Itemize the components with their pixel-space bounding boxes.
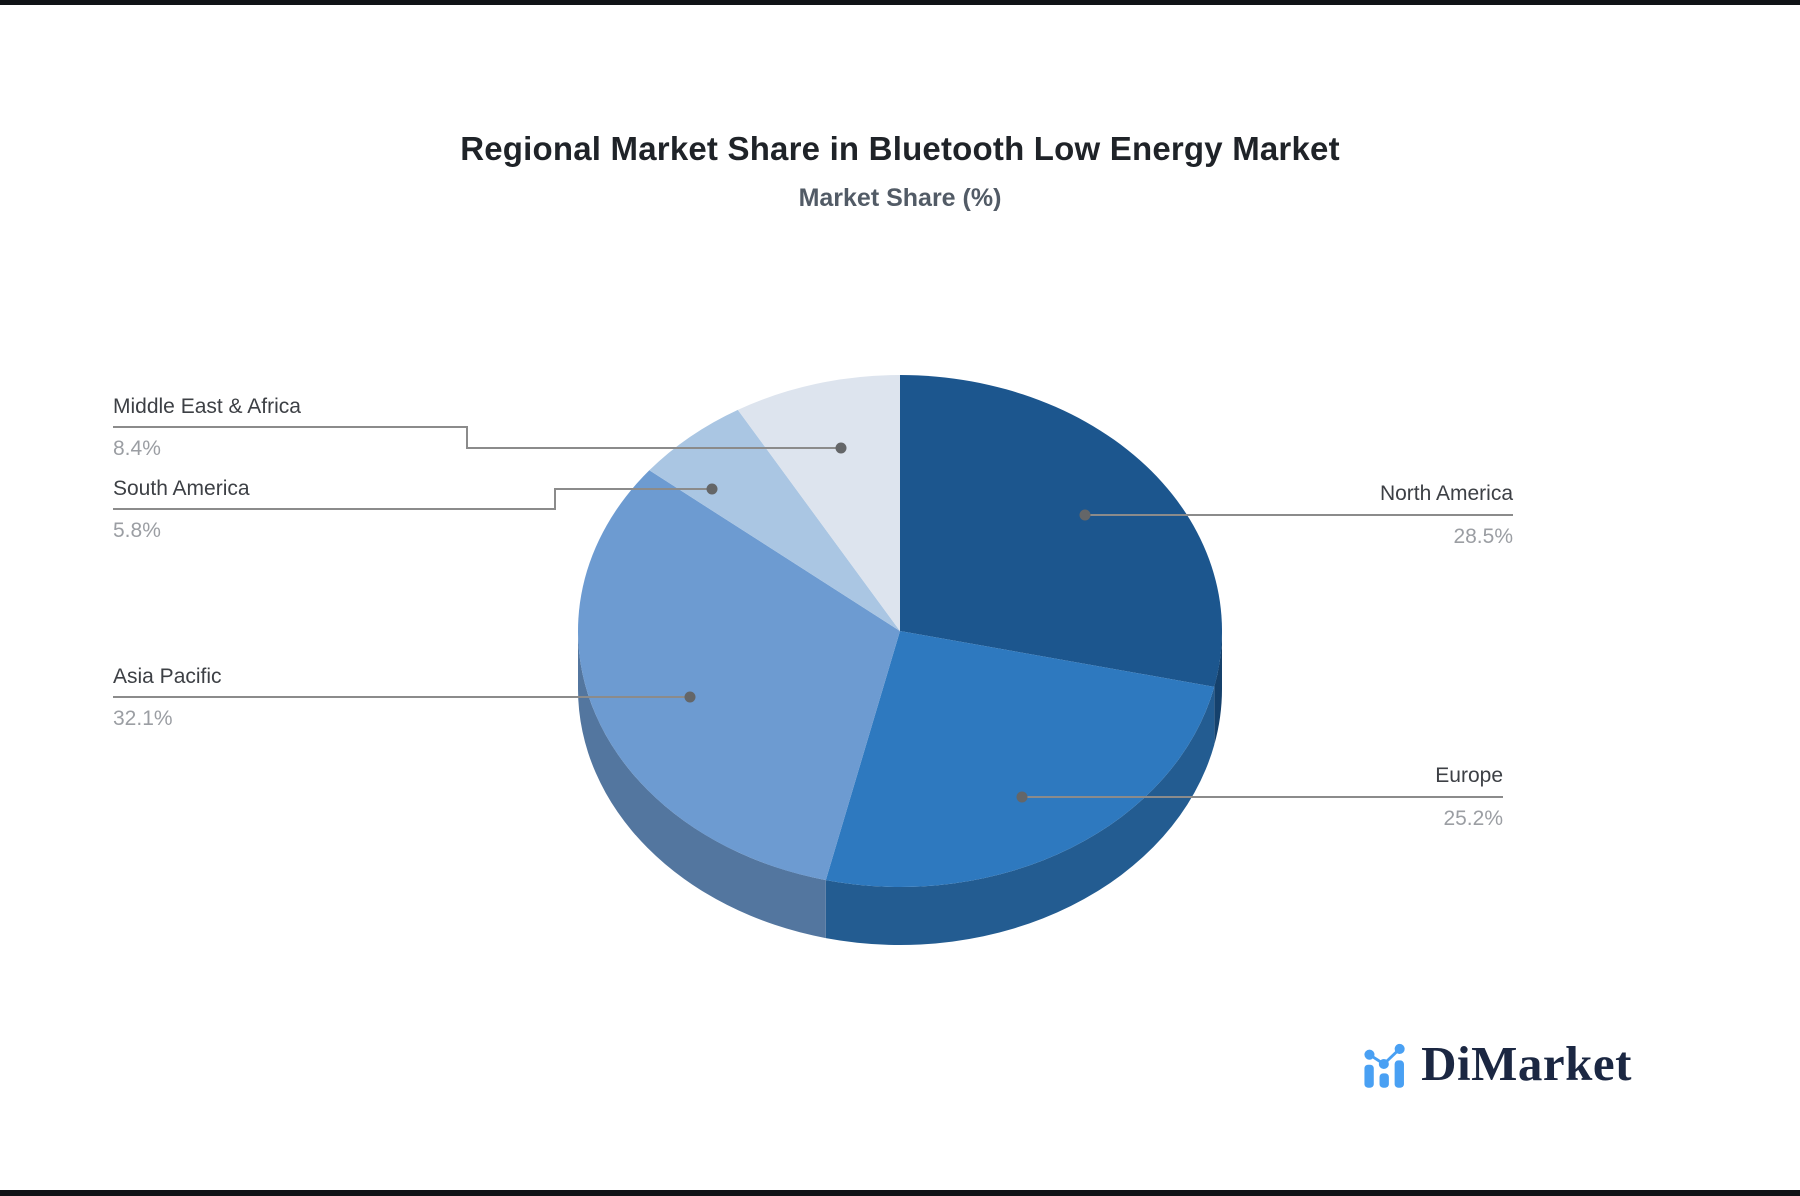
- callout-value-asia-pacific: 32.1%: [113, 707, 173, 730]
- callout-label-north-america: North America: [1379, 482, 1513, 505]
- chart-subtitle: Market Share (%): [798, 184, 1002, 212]
- chart-title: Regional Market Share in Bluetooth Low E…: [460, 130, 1340, 167]
- leader-dot-south-america: [706, 483, 718, 495]
- pie-slice-middle-east-africa[interactable]: [737, 375, 900, 631]
- callout-label-middle-east-africa: Middle East & Africa: [113, 395, 301, 418]
- brand-name: DiMarket: [1421, 1036, 1632, 1091]
- pie-slice-side-north-america: [1214, 631, 1223, 745]
- pie-slice-europe[interactable]: [825, 631, 1215, 887]
- callout-value-north-america: 28.5%: [1453, 525, 1513, 548]
- callout-value-south-america: 5.8%: [113, 519, 161, 542]
- dimarket-logo-icon: [1364, 1043, 1405, 1088]
- pie-slice-side-europe: [825, 686, 1215, 945]
- callout-value-middle-east-africa: 8.4%: [113, 437, 161, 460]
- leader-dot-asia-pacific: [684, 691, 696, 703]
- leader-line-south-america: [113, 488, 712, 510]
- brand-watermark: DiMarket: [1363, 1036, 1632, 1091]
- leader-dot-north-america: [1079, 509, 1091, 521]
- callout-label-europe: Europe: [1435, 764, 1503, 787]
- callout-value-europe: 25.2%: [1443, 807, 1503, 830]
- bottom-border-strip: [0, 1190, 1800, 1196]
- leader-dot-europe: [1016, 791, 1028, 803]
- callout-label-asia-pacific: Asia Pacific: [113, 665, 222, 688]
- pie-slice-asia-pacific[interactable]: [578, 470, 900, 881]
- callout-label-south-america: South America: [113, 477, 250, 500]
- pie-slice-south-america[interactable]: [649, 409, 900, 631]
- leader-line-middle-east-africa: [113, 426, 841, 449]
- pie-slice-side-asia-pacific: [578, 631, 826, 939]
- leader-dot-middle-east-africa: [835, 442, 847, 454]
- pie-slice-north-america[interactable]: [900, 374, 1223, 687]
- top-border-strip: [0, 0, 1800, 5]
